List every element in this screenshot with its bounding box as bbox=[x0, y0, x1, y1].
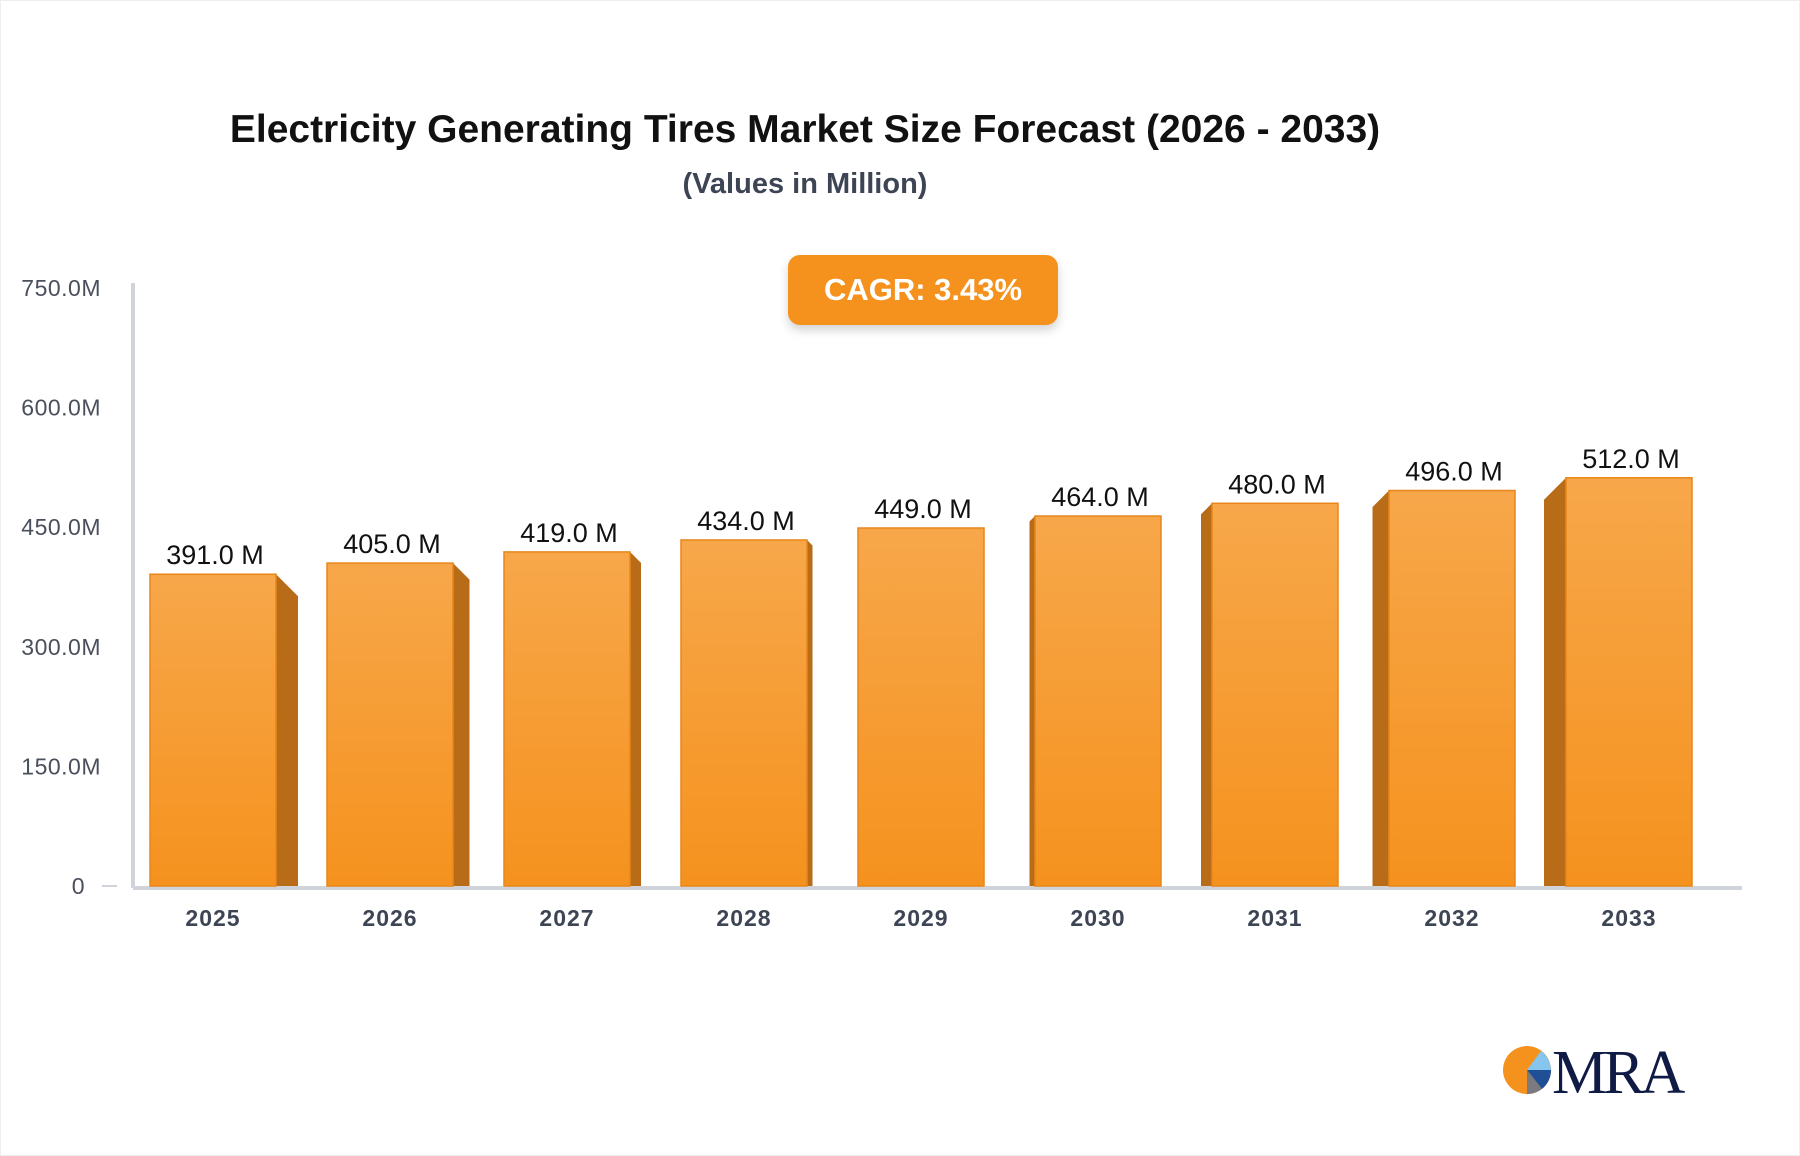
data-label: 496.0 M bbox=[1405, 457, 1503, 487]
data-label: 464.0 M bbox=[1051, 482, 1149, 512]
bar bbox=[1211, 502, 1339, 887]
bar-side bbox=[1544, 477, 1566, 886]
svg-text:MRA: MRA bbox=[1552, 1039, 1685, 1105]
y-tick-label: 300.0M bbox=[21, 634, 101, 660]
bar bbox=[1388, 489, 1516, 887]
chart-title: Electricity Generating Tires Market Size… bbox=[229, 108, 1381, 151]
bar-side bbox=[453, 563, 470, 886]
data-label: 419.0 M bbox=[520, 518, 618, 548]
cagr-badge: CAGR: 3.43% bbox=[788, 255, 1058, 325]
data-label: 405.0 M bbox=[343, 529, 441, 559]
bar-side bbox=[1029, 516, 1035, 886]
y-tick-label: 750.0M bbox=[21, 275, 101, 301]
x-tick-label: 2031 bbox=[1247, 905, 1302, 931]
bar bbox=[326, 562, 454, 887]
bar bbox=[503, 551, 631, 887]
x-tick-label: 2025 bbox=[185, 905, 240, 931]
y-tick-label: 450.0M bbox=[21, 514, 101, 540]
data-label: 449.0 M bbox=[874, 494, 972, 524]
x-tick-label: 2028 bbox=[716, 905, 771, 931]
bar bbox=[1565, 477, 1693, 887]
bar-side bbox=[1372, 490, 1389, 886]
x-tick-label: 2029 bbox=[893, 905, 948, 931]
bar bbox=[1034, 515, 1162, 887]
data-label: 512.0 M bbox=[1582, 444, 1680, 474]
bar-side bbox=[1201, 503, 1212, 886]
y-tick-label: 600.0M bbox=[21, 395, 101, 421]
bar bbox=[680, 539, 808, 887]
x-tick-label: 2026 bbox=[362, 905, 417, 931]
mra-logo: MRA bbox=[1503, 1039, 1689, 1105]
y-tick-label: 150.0M bbox=[21, 753, 101, 779]
bar-side bbox=[276, 574, 298, 886]
x-tick-label: 2032 bbox=[1424, 905, 1479, 931]
x-tick-label: 2033 bbox=[1601, 905, 1656, 931]
y-tick-label: 0 bbox=[72, 873, 85, 899]
x-tick-label: 2030 bbox=[1070, 905, 1125, 931]
bar-side bbox=[807, 539, 813, 886]
data-label: 480.0 M bbox=[1228, 469, 1326, 499]
x-tick-label: 2027 bbox=[539, 905, 594, 931]
data-label: 391.0 M bbox=[166, 540, 264, 570]
chart-subtitle: (Values in Million) bbox=[682, 168, 928, 200]
bar bbox=[149, 573, 277, 887]
data-label: 434.0 M bbox=[697, 506, 795, 536]
bar-side bbox=[630, 551, 641, 886]
bar bbox=[857, 527, 985, 887]
